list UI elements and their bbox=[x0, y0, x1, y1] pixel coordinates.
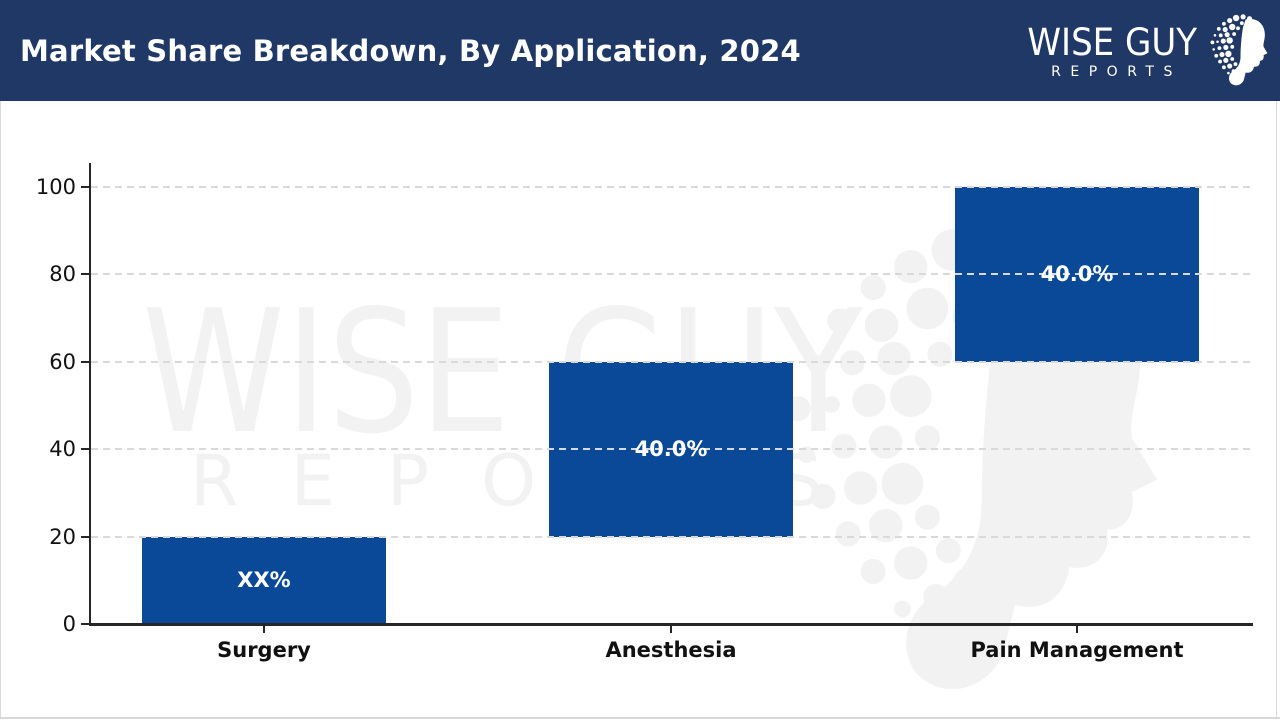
y-tick-mark bbox=[81, 360, 89, 363]
brand-wordmark: WISE GUY bbox=[1026, 20, 1197, 64]
y-tick-label: 100 bbox=[35, 174, 76, 199]
y-tick-label: 40 bbox=[49, 437, 76, 461]
x-tick-mark bbox=[1076, 626, 1078, 633]
y-tick-mark bbox=[81, 185, 89, 188]
brand-reports-text: REPORTS bbox=[1051, 63, 1182, 80]
frame-border-right bbox=[1276, 101, 1277, 719]
x-category-label: Pain Management bbox=[970, 638, 1184, 662]
gridline-y-40 bbox=[91, 448, 1253, 450]
y-axis-line bbox=[89, 163, 91, 625]
gridline-y-100 bbox=[91, 185, 1253, 188]
x-category-label: Anesthesia bbox=[605, 638, 737, 662]
y-tick-mark bbox=[81, 448, 89, 450]
gridline-y-60 bbox=[91, 360, 1253, 363]
gridline-y-80 bbox=[91, 273, 1253, 275]
y-tick-label: 20 bbox=[49, 524, 76, 549]
bar-value-label: 40.0% bbox=[1040, 262, 1114, 286]
bar-segment-surgery bbox=[142, 536, 386, 624]
bar-value-label: XX% bbox=[237, 568, 291, 593]
gridline-y-20 bbox=[91, 535, 1253, 538]
x-tick-mark bbox=[263, 626, 265, 633]
frame-border-left bbox=[0, 101, 1, 719]
y-tick-mark bbox=[81, 273, 89, 275]
y-tick-mark bbox=[81, 535, 89, 538]
frame-border-bottom bbox=[0, 717, 1280, 719]
page-title: Market Share Breakdown, By Application, … bbox=[20, 33, 801, 68]
y-tick-mark bbox=[81, 623, 89, 625]
x-category-label: Surgery bbox=[217, 638, 311, 662]
x-axis-line bbox=[89, 623, 1253, 626]
x-tick-mark bbox=[670, 626, 672, 633]
y-tick-label: 0 bbox=[62, 612, 76, 636]
brand-logo-text: WISE GUY REPORTS bbox=[1020, 24, 1204, 79]
y-tick-label: 80 bbox=[49, 262, 76, 286]
header-bar: Market Share Breakdown, By Application, … bbox=[0, 0, 1280, 101]
y-tick-label: 60 bbox=[49, 349, 76, 374]
bar-value-label: 40.0% bbox=[634, 437, 708, 461]
brand-logo: WISE GUY REPORTS bbox=[1020, 8, 1270, 94]
brand-face-dots-icon bbox=[1210, 14, 1268, 86]
